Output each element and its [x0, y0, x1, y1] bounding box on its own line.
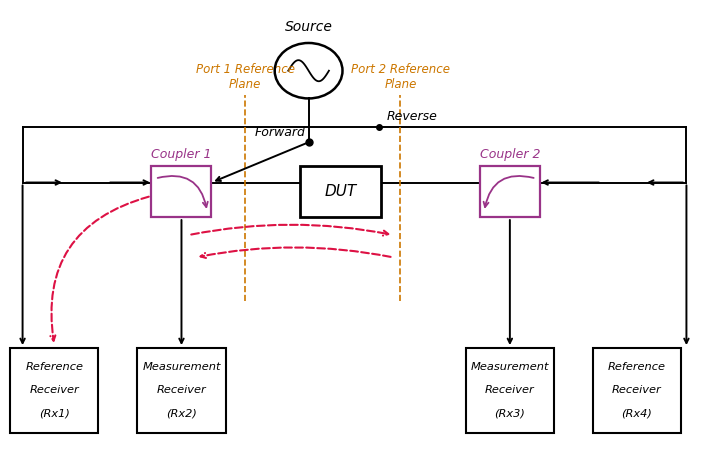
Text: Reference: Reference [608, 362, 666, 372]
Text: Port 2 Reference
Plane: Port 2 Reference Plane [351, 63, 450, 91]
Bar [593, 348, 681, 433]
Text: Coupler 2: Coupler 2 [480, 148, 540, 161]
Text: Forward: Forward [255, 126, 305, 139]
Text: Receiver: Receiver [30, 386, 79, 396]
Bar [152, 166, 211, 217]
Text: Port 1 Reference
Plane: Port 1 Reference Plane [196, 63, 294, 91]
Bar [466, 348, 554, 433]
Text: Reverse: Reverse [386, 110, 437, 123]
Text: Receiver: Receiver [485, 386, 535, 396]
Text: Reference: Reference [26, 362, 84, 372]
Bar [300, 166, 381, 217]
Text: Coupler 1: Coupler 1 [152, 148, 212, 161]
Text: Measurement: Measurement [143, 362, 220, 372]
Text: DUT: DUT [324, 184, 357, 199]
Bar [10, 348, 99, 433]
Text: Measurement: Measurement [471, 362, 549, 372]
Bar [480, 166, 540, 217]
Text: (Rx2): (Rx2) [166, 409, 197, 419]
Bar [138, 348, 225, 433]
Text: (Rx4): (Rx4) [622, 409, 652, 419]
Text: (Rx3): (Rx3) [494, 409, 525, 419]
Text: (Rx1): (Rx1) [39, 409, 69, 419]
Text: Source: Source [284, 20, 333, 34]
Text: Receiver: Receiver [612, 386, 661, 396]
Text: Receiver: Receiver [157, 386, 206, 396]
